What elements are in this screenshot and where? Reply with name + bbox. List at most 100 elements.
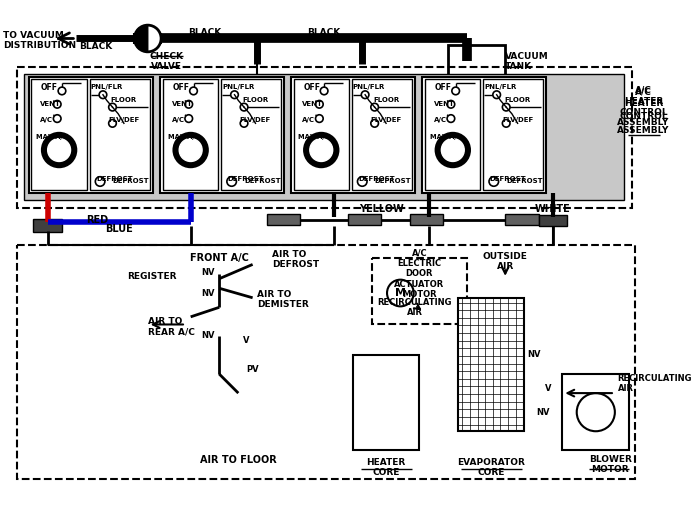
Bar: [505, 214, 538, 225]
Bar: [448, 45, 505, 81]
Bar: [483, 79, 543, 190]
Text: DEFROST: DEFROST: [358, 176, 395, 182]
Circle shape: [447, 100, 455, 108]
Circle shape: [95, 177, 105, 186]
Circle shape: [185, 115, 193, 122]
Circle shape: [174, 133, 208, 167]
Circle shape: [58, 87, 66, 95]
Circle shape: [190, 87, 197, 95]
Circle shape: [53, 100, 61, 108]
Text: M: M: [395, 288, 406, 298]
Text: RECIRCULATING
AIR: RECIRCULATING AIR: [377, 297, 452, 317]
Text: BLACK: BLACK: [78, 41, 112, 51]
Bar: [538, 215, 567, 226]
Text: BLACK: BLACK: [188, 28, 222, 37]
Text: PNL/FLR: PNL/FLR: [484, 84, 517, 90]
Text: DEFROST: DEFROST: [506, 178, 542, 184]
Bar: [90, 79, 150, 190]
Text: VENT: VENT: [434, 102, 455, 107]
Text: HEATER: HEATER: [624, 99, 663, 108]
Circle shape: [489, 177, 498, 186]
Text: TO VACUUM
DISTRIBUTION: TO VACUUM DISTRIBUTION: [3, 31, 76, 50]
Text: FLOOR: FLOOR: [505, 97, 531, 104]
Text: MAX A/C: MAX A/C: [36, 134, 68, 140]
Text: REGISTER: REGISTER: [127, 272, 176, 281]
Text: VENT: VENT: [302, 102, 323, 107]
Bar: [267, 214, 300, 225]
Circle shape: [240, 104, 248, 111]
Text: A/C
HEATER
CONTROL
ASSEMBLY: A/C HEATER CONTROL ASSEMBLY: [617, 87, 670, 127]
Text: AIR TO FLOOR: AIR TO FLOOR: [200, 455, 276, 465]
Circle shape: [371, 120, 379, 127]
Text: OFF: OFF: [435, 83, 452, 91]
Text: CHECK
VALVE: CHECK VALVE: [150, 52, 184, 71]
Circle shape: [240, 120, 248, 127]
Circle shape: [452, 87, 459, 95]
Text: AIR TO
DEMISTER: AIR TO DEMISTER: [258, 290, 309, 310]
Text: DEFROST: DEFROST: [96, 176, 133, 182]
Text: MAX A/C: MAX A/C: [298, 134, 330, 140]
Text: V: V: [545, 384, 552, 393]
Text: MAX A/C: MAX A/C: [430, 134, 461, 140]
Circle shape: [48, 138, 71, 162]
Circle shape: [227, 177, 237, 186]
Text: A/C: A/C: [172, 117, 185, 123]
Text: A/C: A/C: [635, 85, 652, 94]
Circle shape: [435, 133, 470, 167]
Text: DEFROST: DEFROST: [228, 176, 265, 182]
Text: CONTROL: CONTROL: [619, 112, 668, 121]
Text: ASSEMBLY: ASSEMBLY: [617, 126, 670, 134]
Circle shape: [503, 120, 510, 127]
Text: NV: NV: [537, 408, 550, 417]
Bar: [425, 79, 480, 190]
Bar: [422, 77, 546, 193]
Text: RECIRCULATING
AIR: RECIRCULATING AIR: [617, 374, 692, 393]
Bar: [562, 374, 629, 450]
Text: OFF: OFF: [41, 83, 58, 91]
Text: FLV/DEF: FLV/DEF: [240, 117, 271, 123]
Text: VENT: VENT: [40, 102, 61, 107]
Text: VENT: VENT: [172, 102, 193, 107]
Circle shape: [53, 115, 61, 122]
Text: HEATER
CORE: HEATER CORE: [366, 458, 406, 477]
Circle shape: [316, 100, 323, 108]
Text: NV: NV: [201, 288, 214, 297]
Circle shape: [99, 91, 107, 98]
Text: BLOWER
MOTOR: BLOWER MOTOR: [589, 455, 631, 474]
Text: AIR TO
REAR A/C: AIR TO REAR A/C: [148, 317, 195, 336]
Text: A/C: A/C: [302, 117, 315, 123]
Text: OFF: OFF: [303, 83, 320, 91]
Wedge shape: [134, 25, 148, 52]
Circle shape: [361, 91, 369, 98]
Circle shape: [310, 138, 332, 162]
Text: MAX A/C: MAX A/C: [168, 134, 200, 140]
Bar: [18, 67, 632, 208]
Text: DEFROST: DEFROST: [113, 178, 149, 184]
Bar: [353, 355, 419, 450]
Circle shape: [108, 104, 116, 111]
Text: FLOOR: FLOOR: [373, 97, 399, 104]
Circle shape: [185, 100, 193, 108]
Text: WHITE: WHITE: [535, 204, 570, 214]
Text: A/C: A/C: [434, 117, 447, 123]
Text: FLV/DEF: FLV/DEF: [370, 117, 402, 123]
Text: PV: PV: [246, 365, 259, 374]
Bar: [32, 79, 87, 190]
Circle shape: [108, 120, 116, 127]
Circle shape: [577, 393, 615, 431]
Circle shape: [304, 133, 338, 167]
Bar: [163, 79, 218, 190]
Text: RED: RED: [86, 215, 108, 225]
Text: EVAPORATOR
CORE: EVAPORATOR CORE: [457, 458, 525, 477]
Text: FRONT A/C: FRONT A/C: [190, 252, 248, 263]
Text: BLUE: BLUE: [105, 224, 133, 234]
Text: A/C
ELECTRIC
DOOR
ACTUATOR
MOTOR: A/C ELECTRIC DOOR ACTUATOR MOTOR: [394, 248, 444, 299]
Bar: [29, 77, 153, 193]
Text: DEFROST: DEFROST: [490, 176, 526, 182]
Circle shape: [134, 25, 161, 52]
Text: FLV/DEF: FLV/DEF: [108, 117, 139, 123]
Text: NV: NV: [201, 268, 214, 277]
Bar: [221, 79, 281, 190]
Text: FLV/DEF: FLV/DEF: [502, 117, 533, 123]
Text: A/C: A/C: [40, 117, 53, 123]
